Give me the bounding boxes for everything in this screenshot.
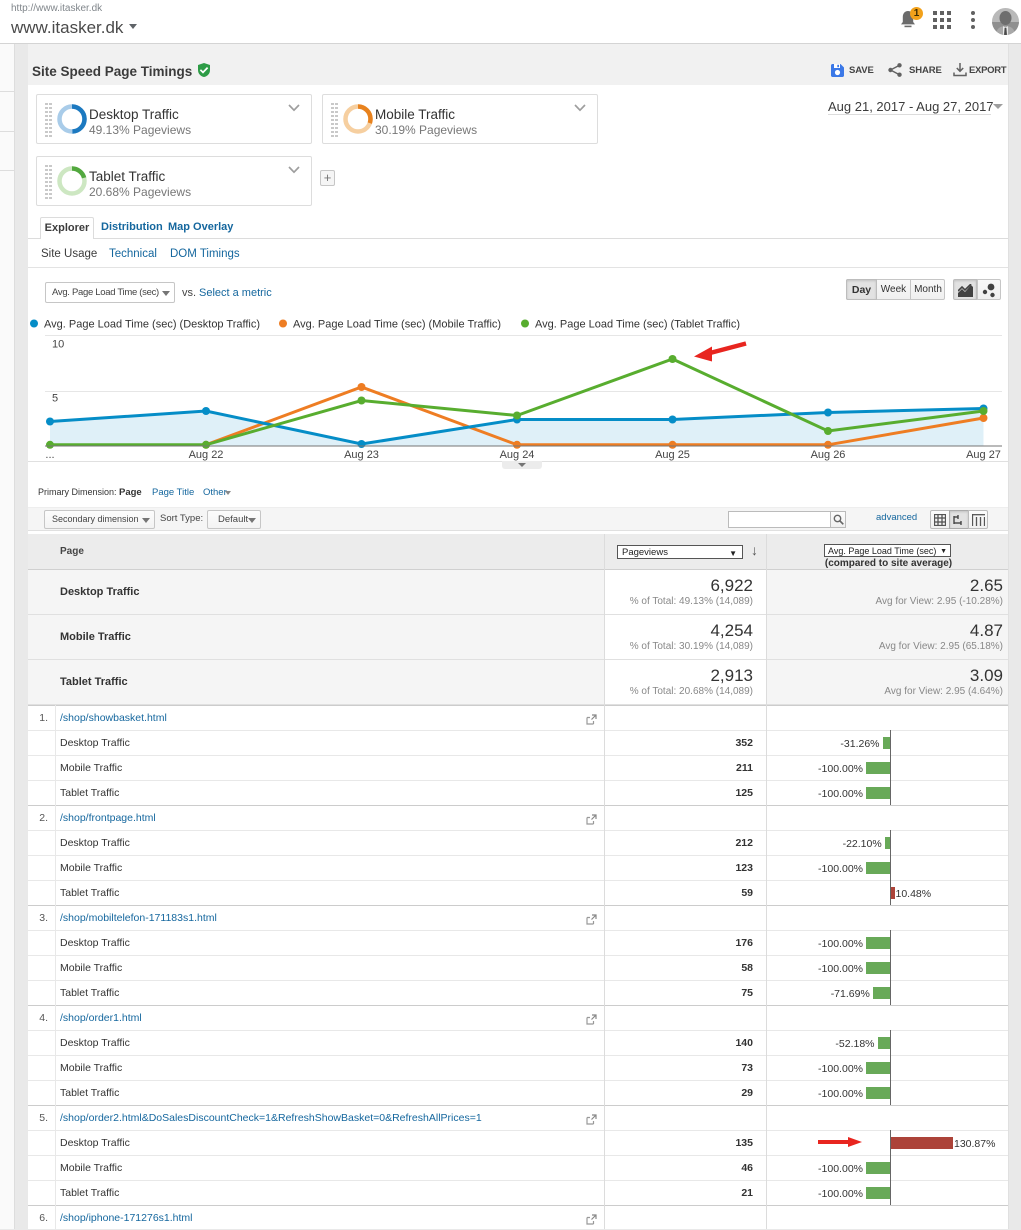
svg-text:Aug 22: Aug 22	[189, 449, 224, 461]
svg-text:Aug 23: Aug 23	[344, 449, 379, 461]
svg-text:Aug 26: Aug 26	[811, 449, 846, 461]
svg-text:Aug 25: Aug 25	[655, 449, 690, 461]
svg-text:Aug 27: Aug 27	[966, 449, 1001, 461]
svg-text:...: ...	[45, 449, 54, 461]
svg-text:Avg. Page Load Time (sec) (Tab: Avg. Page Load Time (sec) (Tablet Traffi…	[535, 319, 740, 331]
svg-text:Avg. Page Load Time (sec) (Mob: Avg. Page Load Time (sec) (Mobile Traffi…	[293, 319, 501, 331]
svg-text:Aug 24: Aug 24	[500, 449, 535, 461]
svg-text:10: 10	[52, 339, 64, 351]
svg-text:Avg. Page Load Time (sec) (Des: Avg. Page Load Time (sec) (Desktop Traff…	[44, 319, 260, 331]
svg-text:5: 5	[52, 393, 58, 405]
